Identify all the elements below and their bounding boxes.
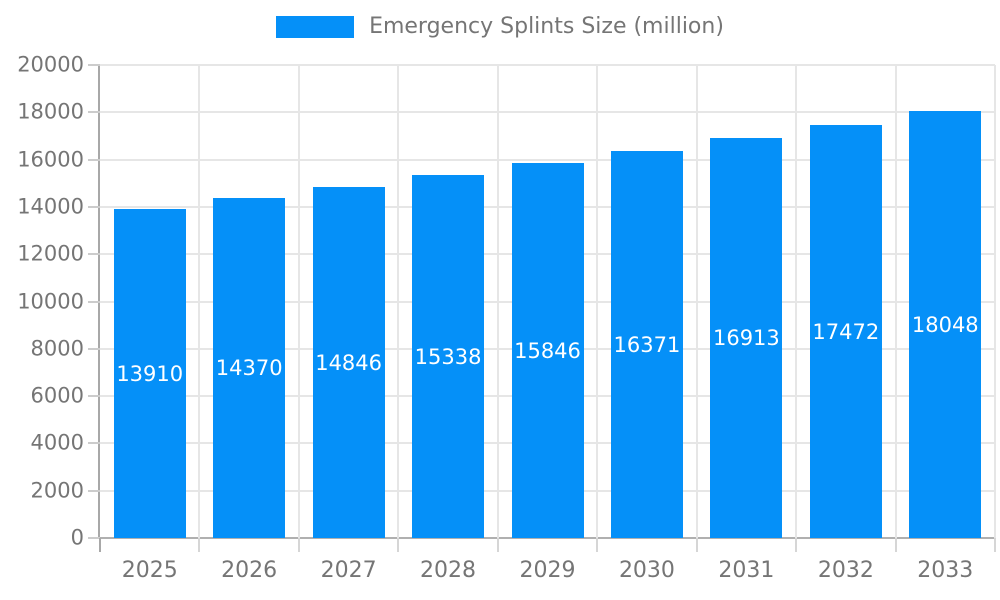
- gridline-horizontal: [100, 111, 995, 114]
- y-tick-label: 4000: [30, 430, 84, 455]
- y-tick-label: 2000: [30, 478, 84, 503]
- y-tick-label: 0: [70, 525, 84, 550]
- bar-value-label: 15846: [514, 338, 581, 363]
- x-tick-label: 2033: [917, 558, 974, 583]
- gridline-vertical: [496, 65, 499, 538]
- y-tick-label: 12000: [17, 241, 84, 266]
- y-tick-label: 6000: [30, 383, 84, 408]
- gridline-vertical: [894, 65, 897, 538]
- bar-value-label: 14846: [315, 350, 383, 375]
- bar-value-label: 17472: [812, 319, 880, 344]
- bar-2027[interactable]: 14846: [312, 187, 385, 538]
- legend[interactable]: Emergency Splints Size (million): [0, 14, 1000, 40]
- y-tick-mark: [88, 489, 100, 492]
- y-tick-mark: [88, 64, 100, 66]
- bar-2028[interactable]: 15338: [412, 175, 485, 538]
- x-tick-label: 2026: [221, 558, 278, 583]
- x-tick-mark: [695, 538, 698, 552]
- x-tick-label: 2025: [121, 558, 178, 583]
- gridline-vertical: [596, 65, 599, 538]
- x-tick-label: 2028: [420, 558, 477, 583]
- x-tick-mark: [198, 538, 201, 552]
- bar-2025[interactable]: 13910: [113, 209, 186, 538]
- y-tick-label: 14000: [17, 194, 84, 219]
- y-tick-mark: [88, 158, 100, 161]
- gridline-horizontal: [100, 158, 995, 161]
- y-tick-label: 20000: [17, 52, 84, 77]
- x-tick-mark: [994, 538, 996, 552]
- bar-2031[interactable]: 16913: [710, 138, 783, 538]
- y-tick-mark: [88, 111, 100, 114]
- x-tick-mark: [397, 538, 400, 552]
- y-tick-mark: [88, 537, 100, 539]
- y-tick-label: 8000: [30, 336, 84, 361]
- plot-area: 13910 14370 14846 15338 15846 16371 16913 17472…: [100, 64, 996, 538]
- bar-value-label: 16371: [613, 332, 681, 357]
- x-tick-label: 2029: [519, 558, 576, 583]
- x-tick-label: 2032: [817, 558, 874, 583]
- legend-swatch: [276, 16, 355, 39]
- bar-2032[interactable]: 17472: [809, 125, 882, 538]
- bar-2029[interactable]: 15846: [511, 163, 584, 538]
- gridline-vertical: [397, 65, 400, 538]
- x-tick-label: 2030: [618, 558, 675, 583]
- y-tick-label: 18000: [17, 99, 84, 124]
- bar-value-label: 16913: [712, 326, 780, 350]
- y-tick-mark: [88, 442, 100, 445]
- bar-value-label: 18048: [911, 312, 979, 337]
- x-tick-mark: [496, 538, 499, 552]
- bar-value-label: 15338: [414, 344, 482, 369]
- gridline-vertical: [994, 65, 996, 538]
- x-axis-line: [88, 537, 995, 539]
- y-tick-mark: [88, 300, 100, 303]
- y-tick-label: 16000: [17, 147, 84, 172]
- gridline-horizontal: [100, 64, 995, 66]
- x-tick-mark: [297, 538, 300, 552]
- y-tick-mark: [88, 205, 100, 208]
- gridline-vertical: [695, 65, 698, 538]
- y-tick-mark: [88, 395, 100, 398]
- x-tick-mark: [99, 538, 101, 552]
- x-tick-mark: [795, 538, 798, 552]
- bar-2033[interactable]: 18048: [909, 111, 982, 538]
- bar-2030[interactable]: 16371: [610, 151, 683, 538]
- x-tick-label: 2027: [320, 558, 377, 583]
- x-tick-label: 2031: [718, 558, 775, 583]
- x-tick-mark: [596, 538, 599, 552]
- bar-value-label: 14370: [215, 356, 283, 380]
- gridline-vertical: [198, 65, 201, 538]
- bar-2026[interactable]: 14370: [213, 198, 286, 538]
- gridline-vertical: [795, 65, 798, 538]
- y-tick-mark: [88, 347, 100, 350]
- y-tick-label: 10000: [17, 289, 84, 313]
- legend-series-label: Emergency Splints Size (million): [369, 14, 724, 39]
- y-tick-mark: [88, 253, 100, 256]
- x-tick-mark: [894, 538, 897, 552]
- gridline-vertical: [297, 65, 300, 538]
- bar-value-label: 13910: [116, 361, 184, 386]
